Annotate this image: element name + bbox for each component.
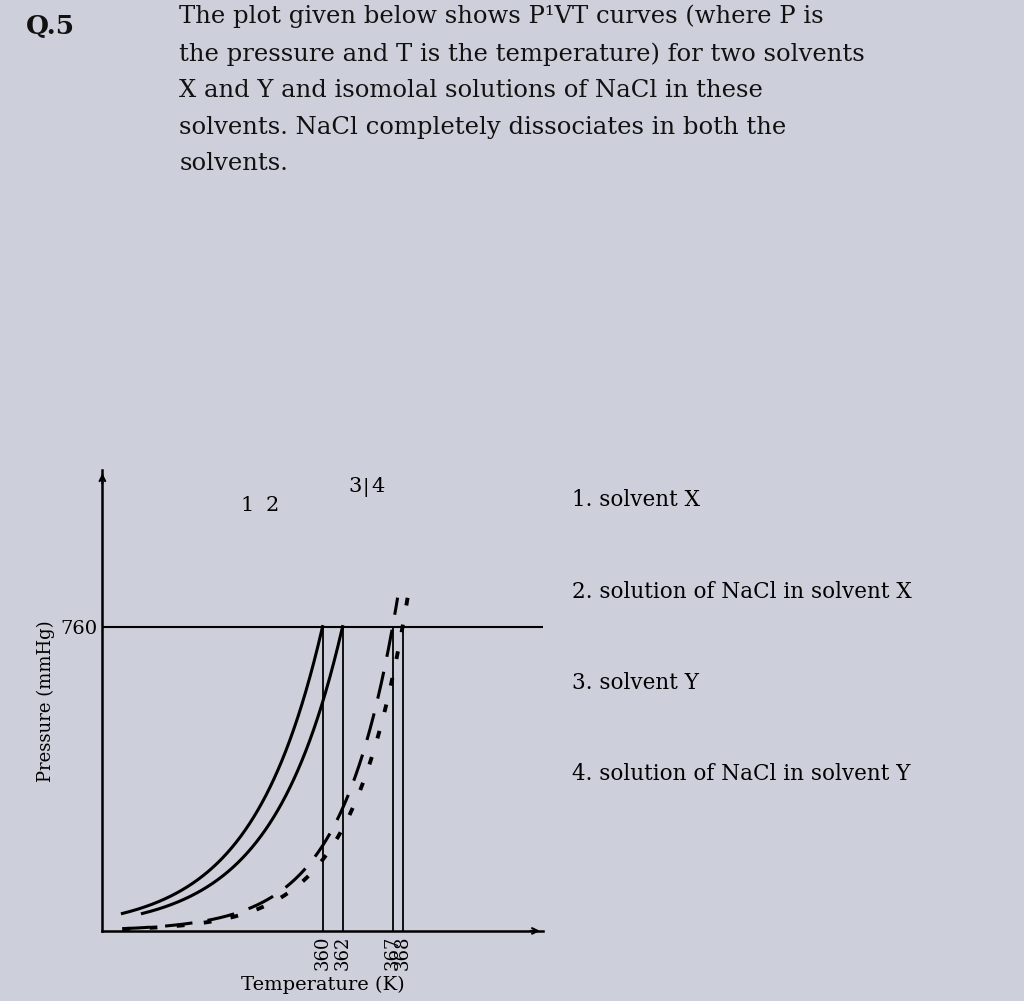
- Text: Q.5: Q.5: [26, 14, 75, 39]
- Y-axis label: Pressure (mmHg): Pressure (mmHg): [37, 620, 55, 782]
- Text: 1: 1: [241, 495, 254, 515]
- Text: 1. solvent X: 1. solvent X: [572, 489, 700, 512]
- Text: The plot given below shows P¹VT curves (where P is
the pressure and T is the tem: The plot given below shows P¹VT curves (…: [179, 5, 865, 175]
- Text: 4. solution of NaCl in solvent Y: 4. solution of NaCl in solvent Y: [572, 764, 910, 786]
- Text: 2. solution of NaCl in solvent X: 2. solution of NaCl in solvent X: [572, 581, 911, 603]
- Text: 3: 3: [348, 477, 361, 496]
- Text: 3. solvent Y: 3. solvent Y: [572, 672, 699, 694]
- Text: 2: 2: [266, 495, 280, 515]
- Text: |: |: [362, 478, 369, 497]
- X-axis label: Temperature (K): Temperature (K): [241, 976, 404, 994]
- Text: 4: 4: [371, 477, 384, 496]
